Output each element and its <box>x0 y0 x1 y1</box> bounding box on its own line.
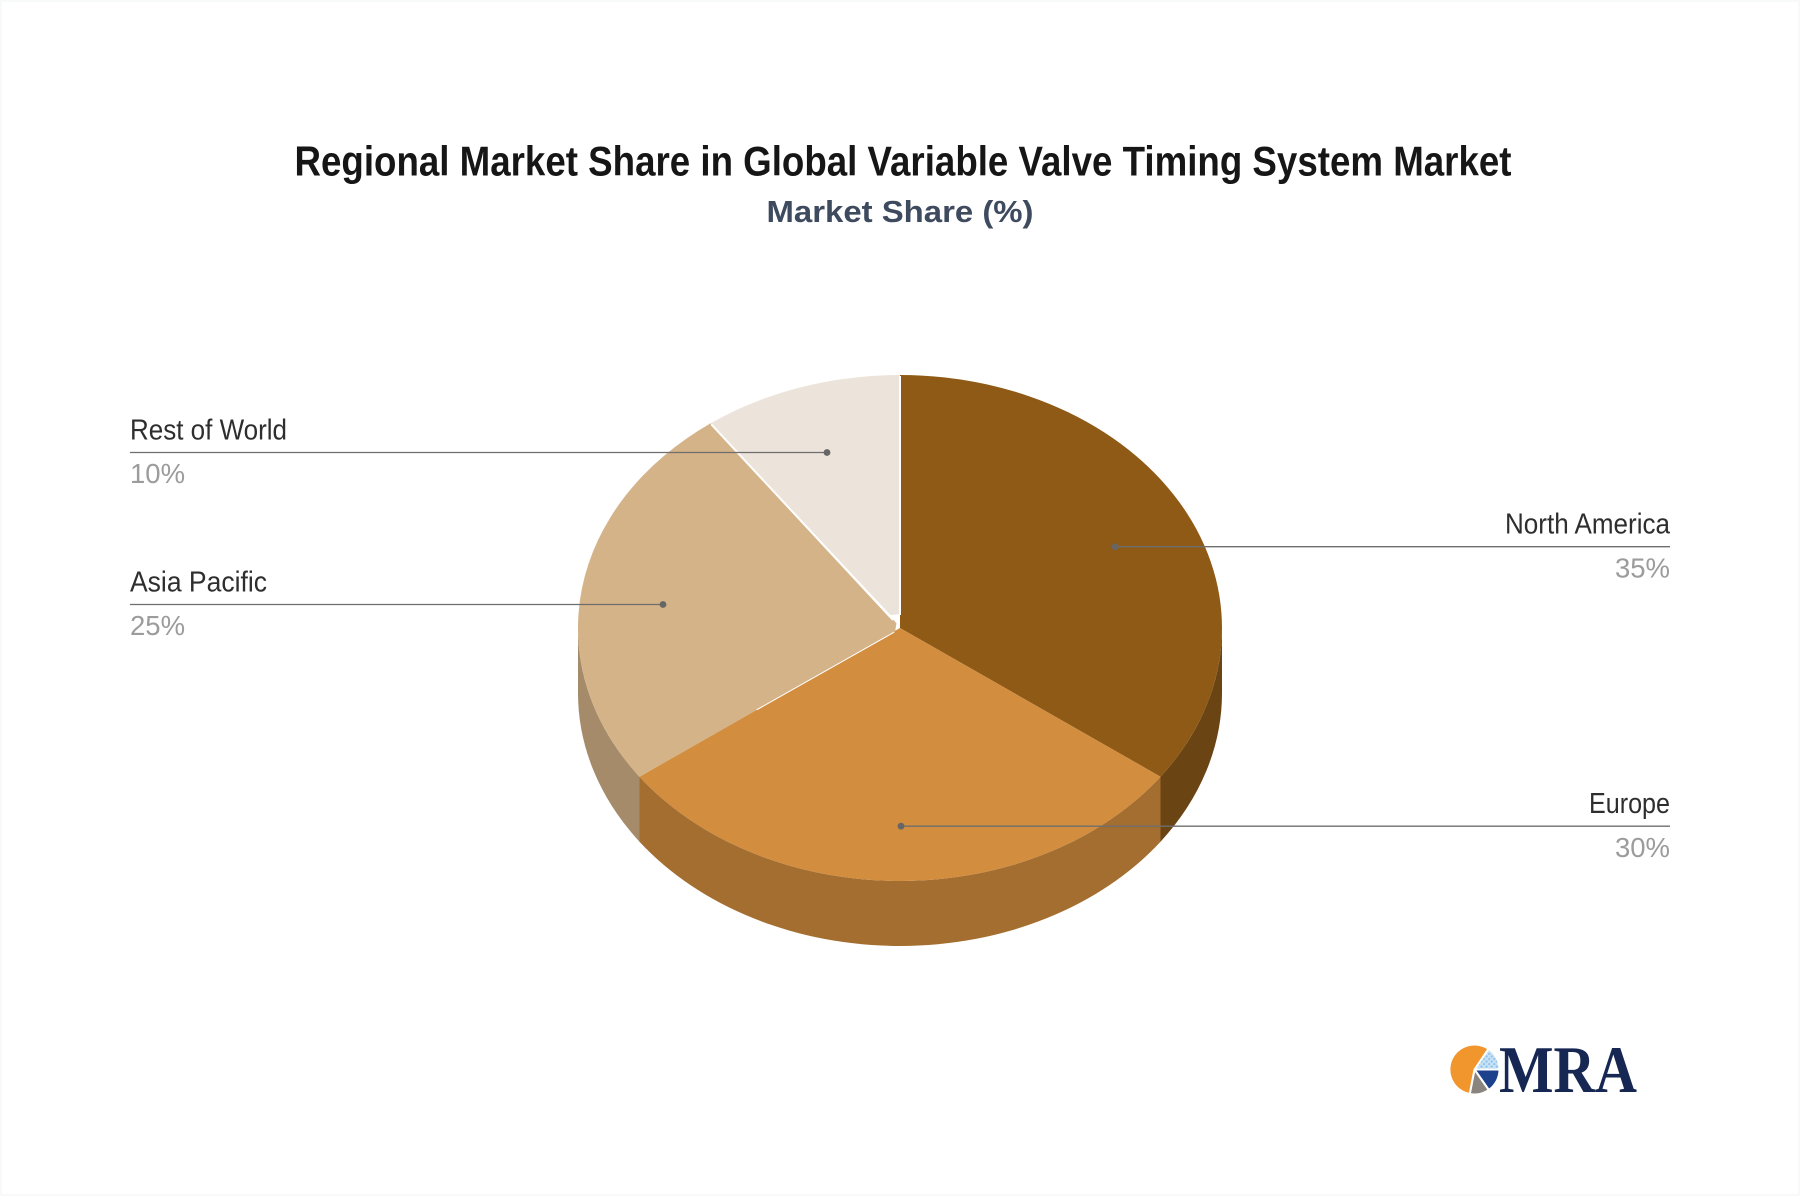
svg-text:Rest of World: Rest of World <box>130 415 287 447</box>
svg-text:Regional Market Share in Globa: Regional Market Share in Global Variable… <box>295 137 1512 184</box>
svg-text:25%: 25% <box>130 610 185 641</box>
svg-text:Europe: Europe <box>1589 788 1670 820</box>
svg-text:North America: North America <box>1505 509 1671 541</box>
svg-text:Asia Pacific: Asia Pacific <box>130 567 267 599</box>
svg-text:MRA: MRA <box>1499 1033 1637 1107</box>
svg-text:35%: 35% <box>1615 552 1670 583</box>
svg-text:30%: 30% <box>1615 832 1670 863</box>
svg-text:10%: 10% <box>130 458 185 489</box>
svg-text:Market Share (%): Market Share (%) <box>767 194 1034 229</box>
